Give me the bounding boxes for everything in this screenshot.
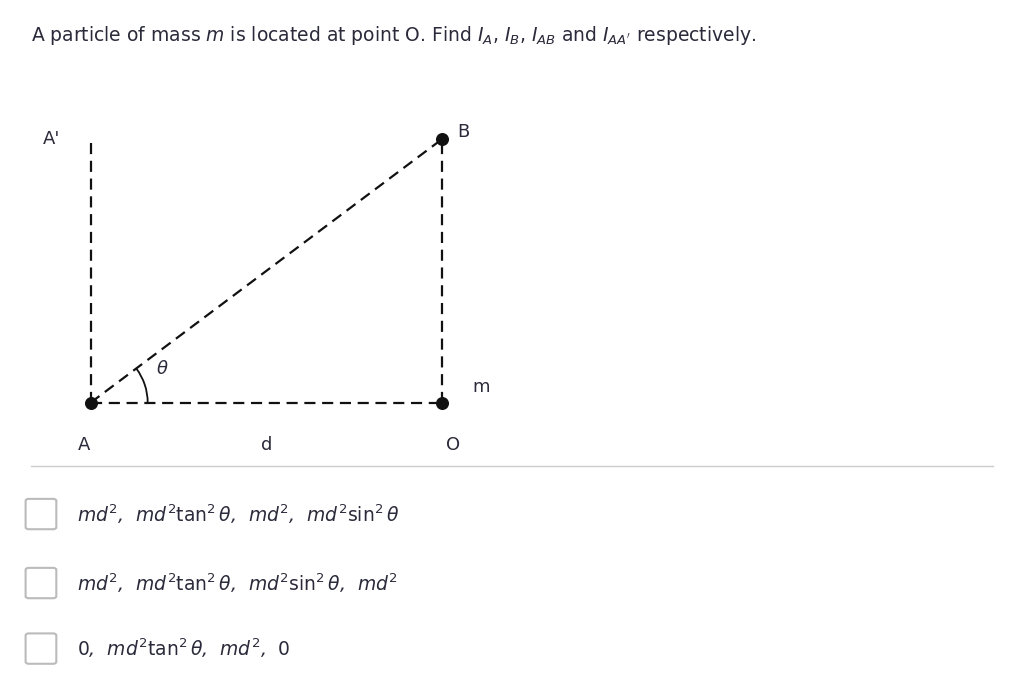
Text: A particle of mass $m$ is located at point O. Find $I_A$, $I_B$, $I_{AB}$ and $I: A particle of mass $m$ is located at poi… — [31, 24, 756, 47]
Text: B: B — [458, 124, 470, 141]
Text: d: d — [260, 436, 272, 454]
Text: m: m — [473, 378, 490, 396]
Text: $md^2$,  $md^2\tan^2\theta$,  $md^2$,  $md^2\sin^2\theta$: $md^2$, $md^2\tan^2\theta$, $md^2$, $md^… — [77, 502, 399, 526]
FancyBboxPatch shape — [26, 499, 56, 529]
Text: A': A' — [42, 130, 59, 148]
FancyBboxPatch shape — [26, 633, 56, 664]
Text: $0$,  $md^2\tan^2\theta$,  $md^2$,  $0$: $0$, $md^2\tan^2\theta$, $md^2$, $0$ — [77, 637, 291, 660]
Text: $md^2$,  $md^2\tan^2\theta$,  $md^2\sin^2\theta$,  $md^2$: $md^2$, $md^2\tan^2\theta$, $md^2\sin^2\… — [77, 571, 397, 595]
FancyBboxPatch shape — [26, 568, 56, 598]
Text: $\theta$: $\theta$ — [157, 360, 169, 378]
Point — [434, 397, 451, 408]
Text: O: O — [446, 436, 461, 454]
Point — [434, 134, 451, 145]
Point — [82, 397, 98, 408]
Text: A: A — [78, 436, 90, 454]
